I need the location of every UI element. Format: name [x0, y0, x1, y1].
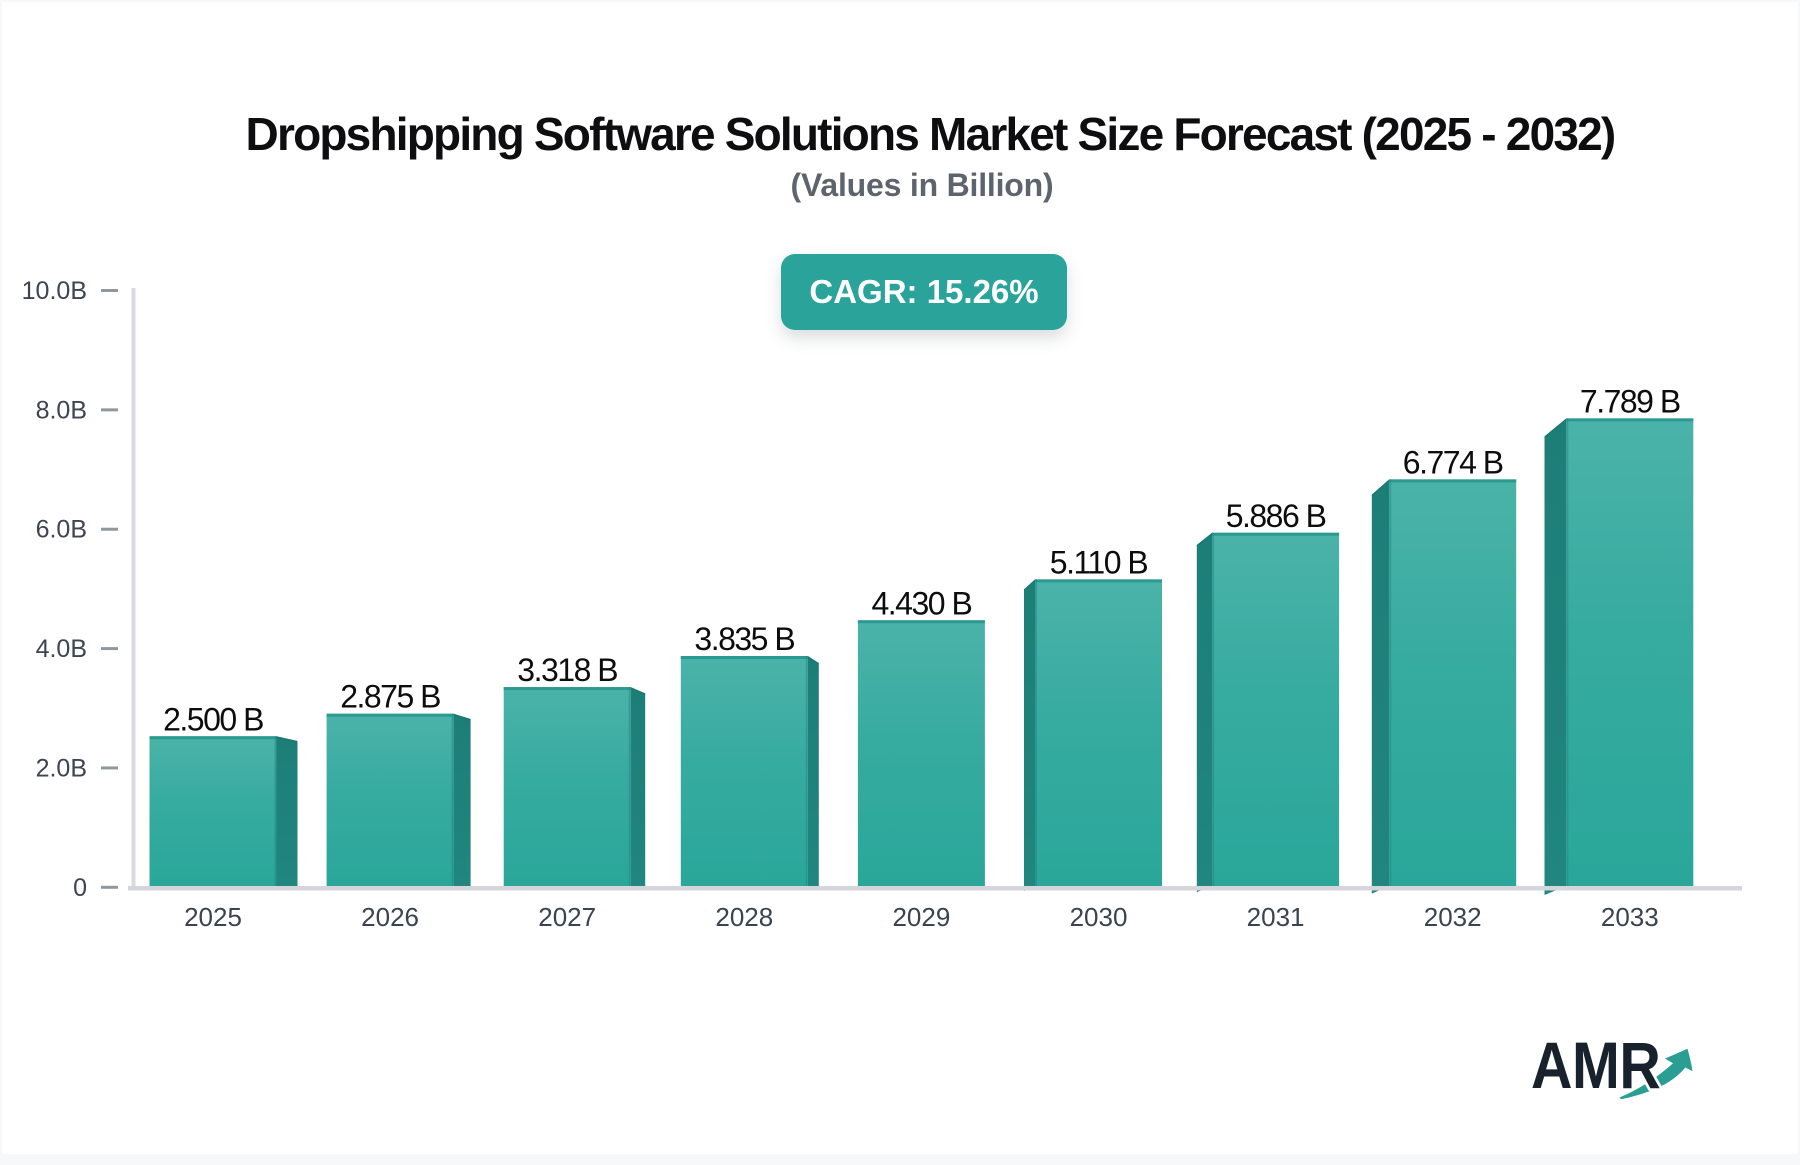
svg-text:4.430 B: 4.430 B [871, 585, 971, 621]
svg-text:5.110 B: 5.110 B [1050, 544, 1148, 580]
svg-text:AMR: AMR [1531, 1029, 1660, 1103]
svg-text:2.0B: 2.0B [36, 754, 87, 782]
svg-text:3.318 B: 3.318 B [517, 652, 617, 688]
svg-text:7.789 B: 7.789 B [1580, 383, 1680, 419]
svg-text:3.835 B: 3.835 B [694, 621, 794, 657]
svg-text:6.0B: 6.0B [36, 516, 87, 544]
svg-text:5.886 B: 5.886 B [1226, 498, 1326, 534]
svg-text:2026: 2026 [361, 902, 419, 932]
svg-text:2031: 2031 [1247, 902, 1305, 932]
svg-text:2032: 2032 [1424, 902, 1482, 932]
svg-text:0: 0 [73, 874, 87, 902]
svg-text:2.500 B: 2.500 B [163, 701, 263, 737]
svg-text:2029: 2029 [892, 902, 950, 932]
svg-text:2025: 2025 [184, 902, 242, 932]
svg-text:8.0B: 8.0B [36, 396, 87, 424]
svg-text:2.875 B: 2.875 B [340, 679, 440, 715]
svg-text:4.0B: 4.0B [36, 635, 87, 663]
svg-text:10.0B: 10.0B [22, 277, 87, 305]
svg-text:2033: 2033 [1601, 902, 1659, 932]
svg-text:2030: 2030 [1070, 902, 1128, 932]
svg-text:2027: 2027 [538, 902, 596, 932]
svg-text:2028: 2028 [715, 902, 773, 932]
svg-text:6.774 B: 6.774 B [1403, 444, 1503, 480]
